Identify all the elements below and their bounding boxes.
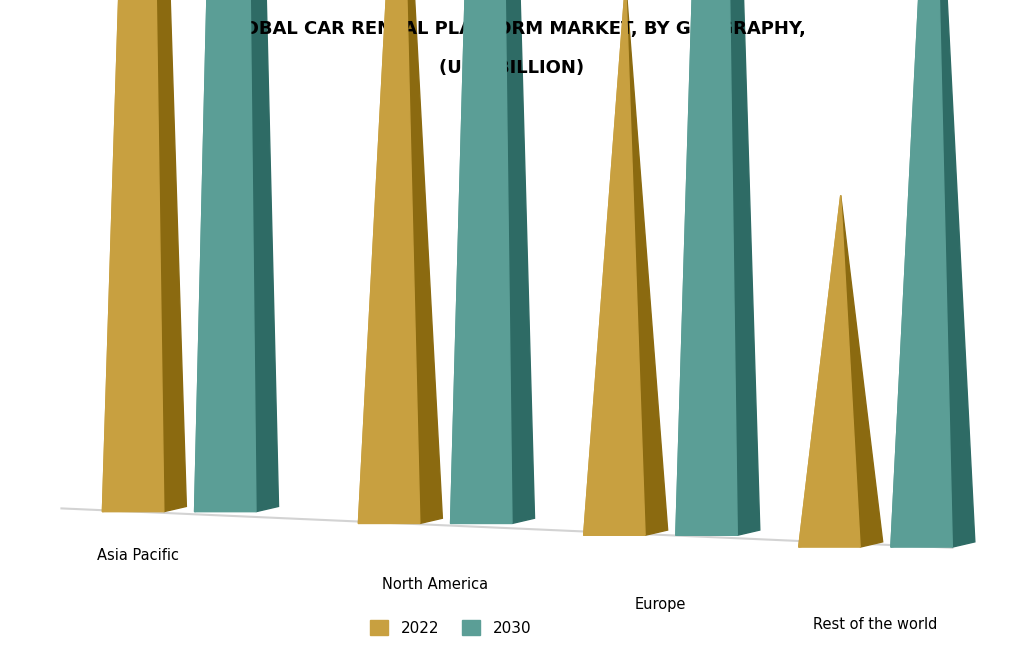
Polygon shape [841,195,883,547]
Polygon shape [584,0,626,535]
Polygon shape [451,0,512,523]
Polygon shape [626,0,668,535]
Polygon shape [799,195,860,547]
Text: Rest of the world: Rest of the world [813,617,938,632]
Polygon shape [676,0,718,535]
Polygon shape [891,0,933,547]
Polygon shape [237,0,279,512]
Polygon shape [676,0,737,535]
Polygon shape [891,0,952,547]
Polygon shape [933,0,975,547]
Polygon shape [584,0,645,535]
Text: Asia Pacific: Asia Pacific [97,548,179,563]
Polygon shape [144,0,186,512]
Text: North America: North America [382,577,488,592]
Text: (USD BILLION): (USD BILLION) [439,59,585,77]
Text: Europe: Europe [635,597,686,612]
Polygon shape [195,0,256,512]
Polygon shape [195,0,237,512]
Polygon shape [493,0,535,523]
Polygon shape [799,195,841,547]
Polygon shape [102,0,144,512]
Legend: 2022, 2030: 2022, 2030 [364,613,538,642]
Polygon shape [358,0,420,523]
Polygon shape [400,0,442,523]
Polygon shape [102,0,164,512]
Polygon shape [451,0,493,523]
Text: GLOBAL CAR RENTAL PLATFORM MARKET, BY GEOGRAPHY,: GLOBAL CAR RENTAL PLATFORM MARKET, BY GE… [218,20,806,37]
Polygon shape [718,0,760,535]
Polygon shape [358,0,400,523]
